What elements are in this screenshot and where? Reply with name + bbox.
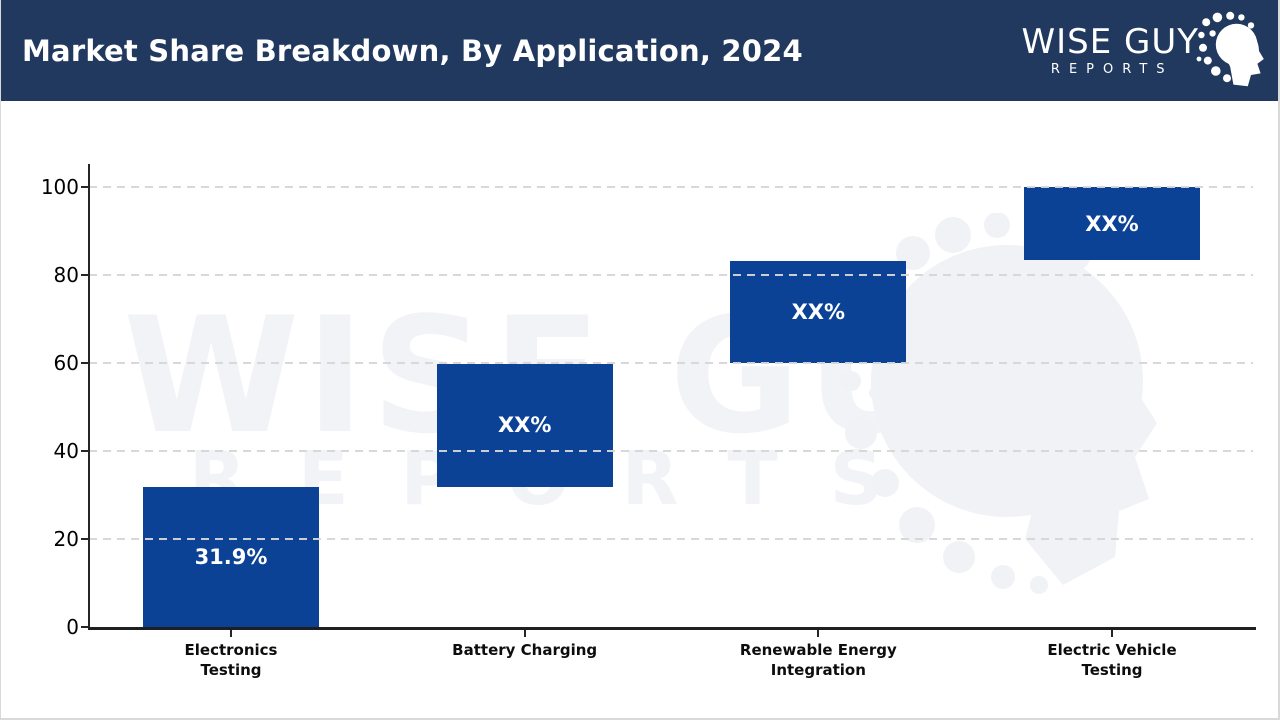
y-tick-mark-100 [81,186,88,188]
brand-logo: WISE GUY REPORTS [1021,10,1267,92]
y-tick-label-100: 100 [40,175,79,199]
x-tick-mark-1 [523,630,526,637]
gridline-80 [89,274,1253,276]
header-bar: Market Share Breakdown, By Application, … [1,0,1278,101]
gridline-60 [89,362,1253,364]
y-tick-label-60: 60 [53,351,79,375]
gridline-40 [89,450,1253,452]
y-tick-mark-40 [81,450,88,452]
logo-subtext: REPORTS [1050,62,1174,77]
y-tick-label-80: 80 [53,263,79,287]
y-tick-label-0: 0 [66,615,79,639]
category-label-line: Renewable Energy [739,641,897,659]
bar-value-label: XX% [497,413,552,438]
bar-segment-0: 31.9% [143,486,319,627]
x-tick-mark-3 [1111,630,1113,637]
logo-wordmark: WISE GUY [1021,22,1199,62]
y-tick-label-20: 20 [53,527,79,551]
y-tick-mark-60 [81,362,88,364]
category-label-0: Electronics Testing [91,640,371,680]
gridline-20 [89,538,1253,540]
category-label-3: Electric Vehicle Testing [972,640,1252,680]
category-label-line: Electric Vehicle [1047,641,1177,659]
category-label-line: Testing [1081,661,1143,679]
y-tick-label-40: 40 [53,439,79,463]
x-tick-mark-0 [230,630,232,637]
y-tick-mark-0 [81,626,88,628]
category-label-line: Battery Charging [452,641,598,659]
category-label-1: Battery Charging [385,640,665,660]
category-label-2: Renewable Energy Integration [678,640,958,680]
x-axis-line [88,627,1256,630]
category-label-line: Integration [770,661,866,679]
bar-value-label: XX% [1085,211,1139,236]
x-tick-mark-2 [817,630,820,637]
bar-value-label: XX% [791,300,846,325]
logo-head-icon [1196,11,1264,86]
gridline-100 [89,186,1253,188]
bar-segment-3: XX% [1024,187,1200,261]
category-label-line: Testing [200,661,262,679]
category-label-line: Electronics [184,641,278,659]
bar-segment-1: XX% [436,363,613,487]
bar-segment-2: XX% [730,260,907,364]
y-axis-line [88,164,90,630]
chart-title: Market Share Breakdown, By Application, … [22,33,803,68]
bar-value-label: 31.9% [194,544,268,569]
y-tick-mark-80 [81,274,88,276]
y-tick-mark-20 [81,538,88,540]
